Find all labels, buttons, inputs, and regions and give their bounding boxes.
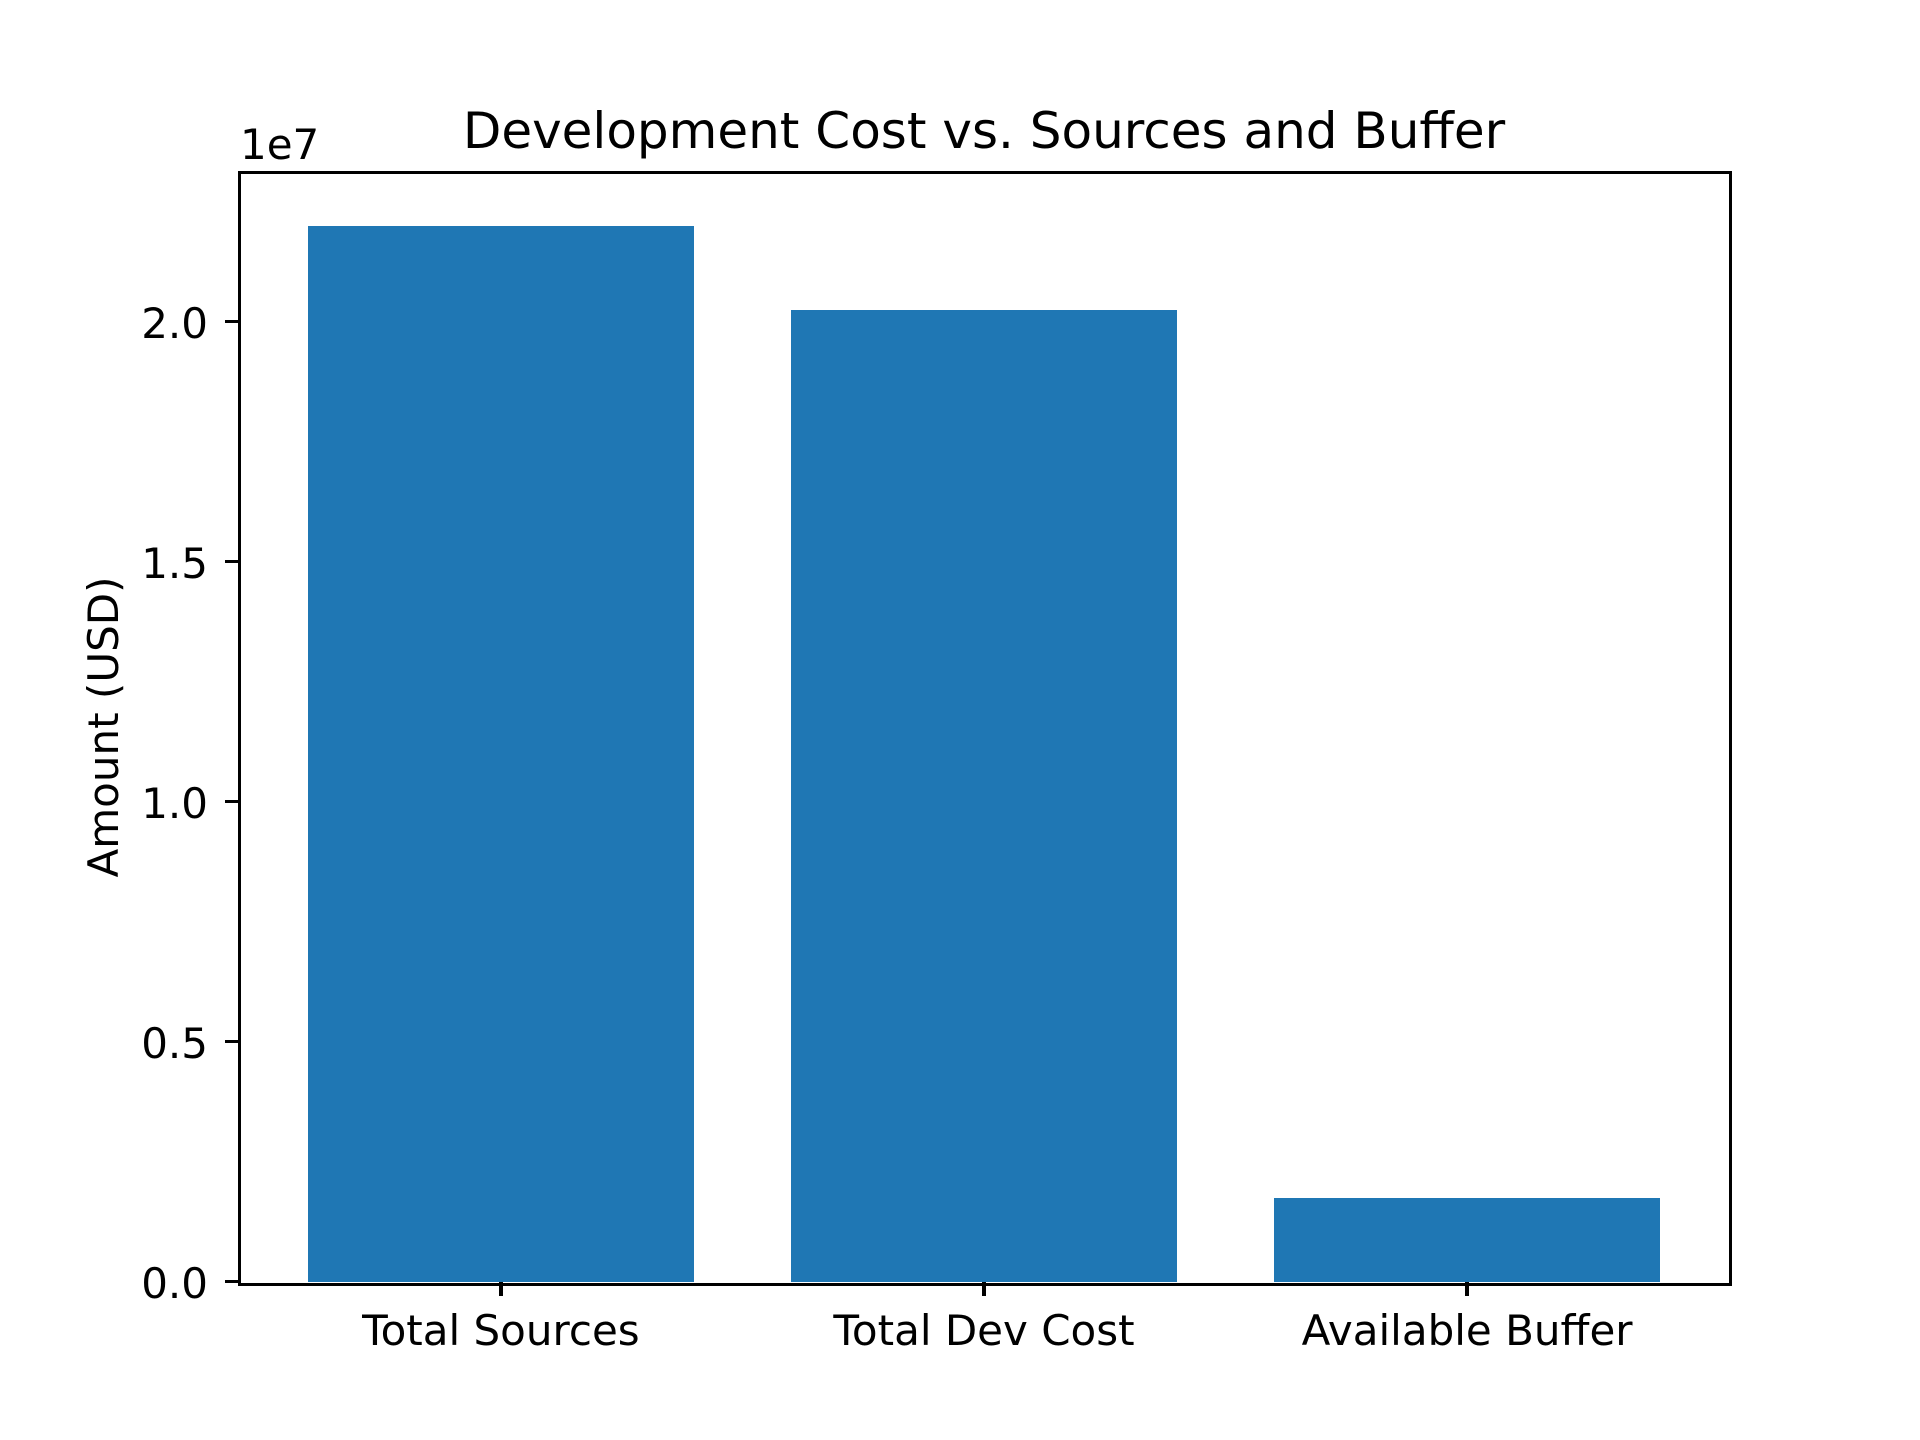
y-tick-mark <box>225 1279 240 1284</box>
x-tick-mark <box>1465 1281 1469 1297</box>
bar-total-sources <box>307 225 695 1282</box>
x-tick-mark <box>499 1281 503 1297</box>
bar-available-buffer <box>1273 1197 1661 1282</box>
y-tick-label: 0.5 <box>141 1019 208 1068</box>
y-tick-mark <box>225 799 240 804</box>
bar-total-dev-cost <box>790 309 1178 1282</box>
x-tick-label-total-dev-cost: Total Dev Cost <box>833 1306 1135 1356</box>
x-tick-label-total-sources: Total Sources <box>362 1306 640 1356</box>
y-tick-label: 2.0 <box>141 299 208 348</box>
y-tick-mark <box>225 1039 240 1044</box>
chart-title: Development Cost vs. Sources and Buffer <box>462 102 1506 160</box>
x-tick-label-available-buffer: Available Buffer <box>1301 1306 1633 1356</box>
plot-area <box>238 171 1733 1286</box>
y-tick-mark <box>225 319 240 324</box>
x-tick-mark <box>982 1281 986 1297</box>
y-tick-label: 0.0 <box>141 1259 208 1308</box>
y-tick-label: 1.0 <box>141 779 208 828</box>
y-tick-label: 1.5 <box>141 539 208 588</box>
y-axis-offset-label: 1e7 <box>240 120 320 169</box>
y-axis-label: Amount (USD) <box>79 576 128 878</box>
y-tick-mark <box>225 559 240 564</box>
